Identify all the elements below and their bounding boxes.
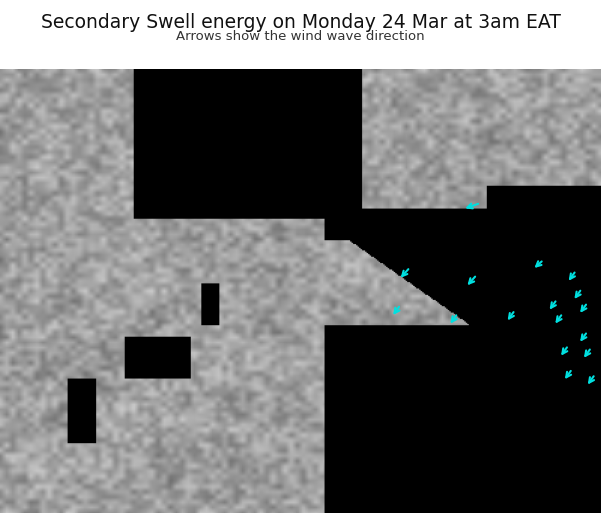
- Text: Secondary Swell energy on Monday 24 Mar at 3am EAT: Secondary Swell energy on Monday 24 Mar …: [40, 13, 561, 32]
- Text: Arrows show the wind wave direction: Arrows show the wind wave direction: [176, 30, 425, 43]
